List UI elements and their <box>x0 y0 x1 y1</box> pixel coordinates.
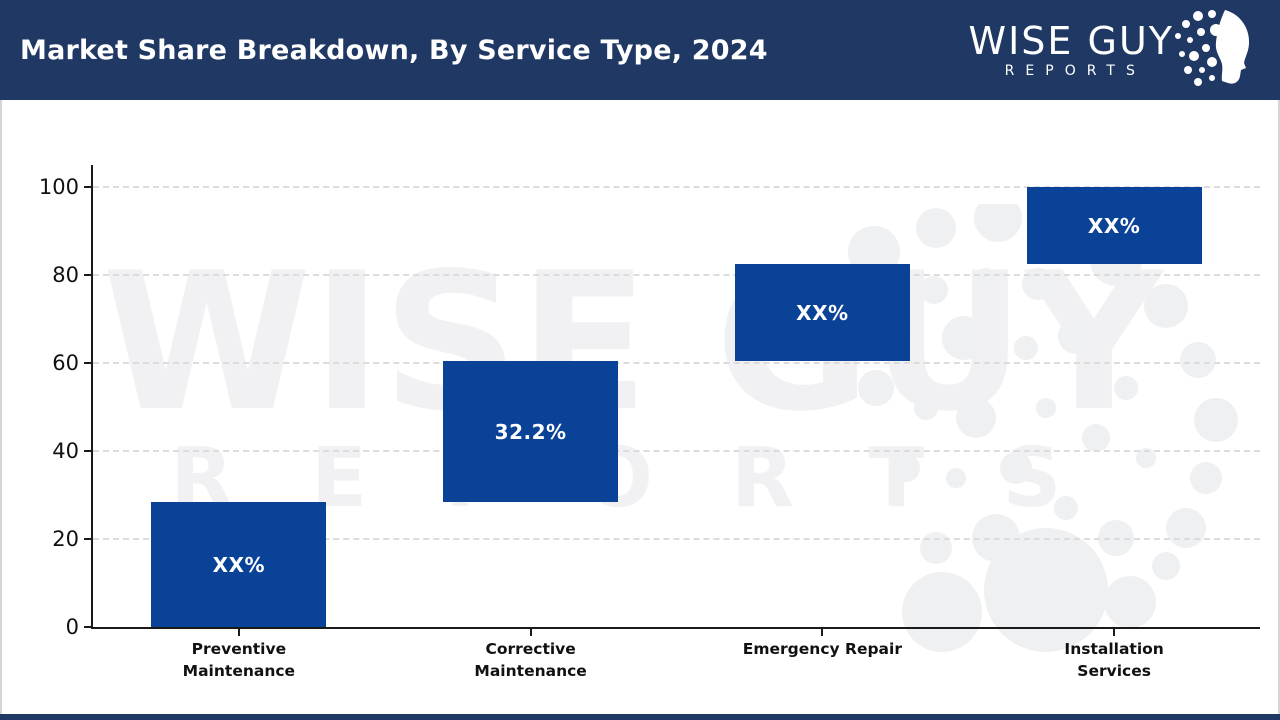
x-tick-mark <box>1113 629 1116 636</box>
x-tick-mark <box>821 629 824 636</box>
dotted-head-icon <box>1175 10 1250 86</box>
x-axis-label-emergency-repair: Emergency Repair <box>742 640 902 658</box>
y-tick-mark <box>84 362 91 364</box>
y-tick-label: 0 <box>65 615 79 639</box>
plot-area: 0 20 40 60 80 100 XX% Preventive Maintenance 32.2… <box>39 165 1260 680</box>
chart-area: WISE GUY REPORTS 0 20 40 60 80 100 XX% Preventi… <box>0 100 1280 714</box>
y-tick-mark <box>84 538 91 540</box>
x-axis-label-preventive-maintenance: Preventive Maintenance <box>182 640 296 680</box>
bar-value-label: 32.2% <box>494 419 567 444</box>
brand-name: WISE GUY <box>968 18 1174 63</box>
y-tick-mark <box>84 626 91 628</box>
bar-emergency-repair: XX% <box>734 264 910 361</box>
x-axis-label-installation-services: Installation Services <box>1064 640 1164 680</box>
gridline <box>93 362 1260 364</box>
y-tick-label: 80 <box>52 263 79 287</box>
x-tick-mark <box>237 629 240 636</box>
footer-accent-bar <box>0 714 1280 720</box>
y-tick-mark <box>84 274 91 276</box>
gridline <box>93 186 1260 188</box>
gridline <box>93 538 1260 540</box>
gridline <box>93 274 1260 276</box>
bar-preventive-maintenance: XX% <box>151 502 327 627</box>
watermark-dotted-head <box>848 204 1238 652</box>
brand-logo: WISE GUY REPORTS <box>969 6 1254 94</box>
y-tick-label: 100 <box>38 175 79 199</box>
bar-value-label: XX% <box>796 300 849 325</box>
bar-value-label: XX% <box>212 552 266 577</box>
bar-value-label: XX% <box>1087 213 1141 238</box>
brand-wordmark: WISE GUY REPORTS <box>969 22 1174 79</box>
bar-installation-services: XX% <box>1026 187 1202 265</box>
page-title: Market Share Breakdown, By Service Type,… <box>20 34 768 66</box>
y-tick-mark <box>84 186 91 188</box>
y-tick-label: 20 <box>52 527 79 551</box>
y-tick-mark <box>84 450 91 452</box>
y-tick-label: 60 <box>52 351 79 375</box>
bar-corrective-maintenance: 32.2% <box>443 360 619 503</box>
brand-subtitle: REPORTS <box>1004 62 1146 79</box>
y-tick-label: 40 <box>52 439 79 463</box>
header: Market Share Breakdown, By Service Type,… <box>0 0 1280 100</box>
x-tick-mark <box>529 629 532 636</box>
x-axis-label-corrective-maintenance: Corrective Maintenance <box>474 640 587 680</box>
gridline <box>93 450 1260 452</box>
